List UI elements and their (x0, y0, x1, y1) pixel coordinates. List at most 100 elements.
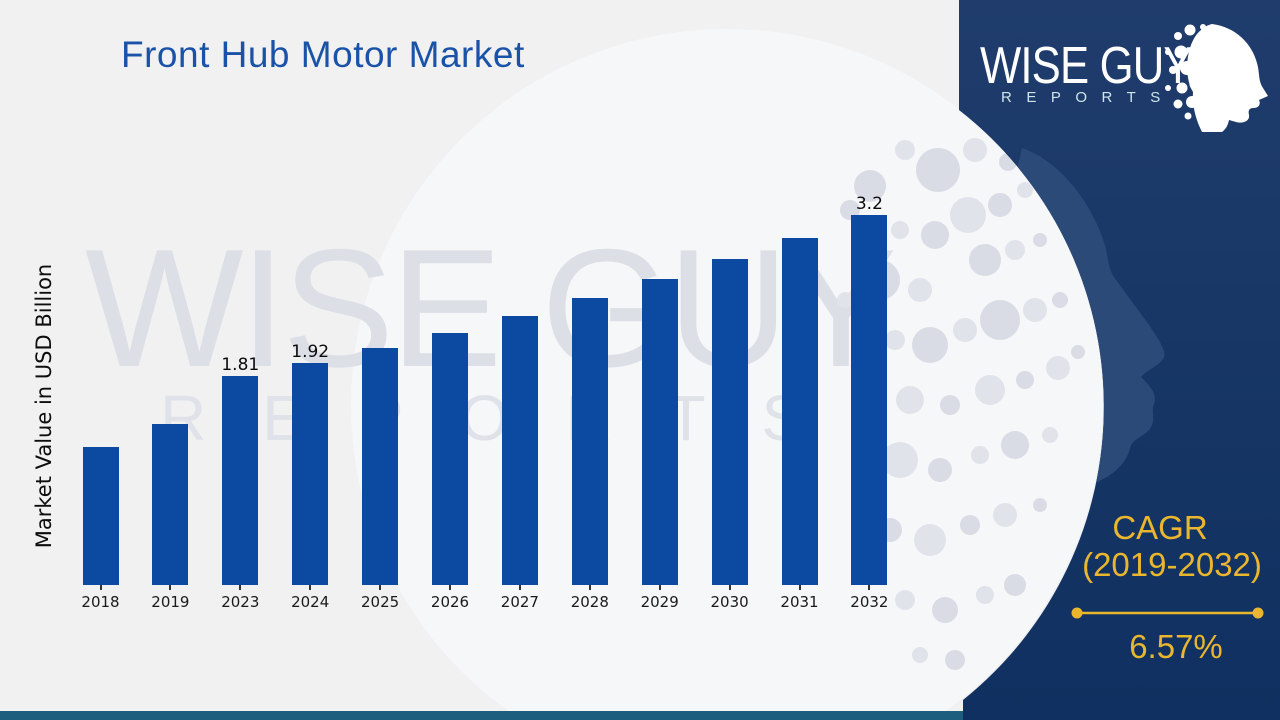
watermark-dot (882, 442, 918, 478)
watermark-dot (1033, 498, 1047, 512)
face-profile-icon (983, 148, 1165, 537)
brand-wordmark: WISE GUY (980, 37, 1193, 95)
x-axis-tick (449, 585, 451, 590)
logo-head-dot (1165, 49, 1171, 55)
logo-head-dot (1180, 61, 1194, 75)
watermark-dot (932, 597, 958, 623)
logo-head-dot (1184, 24, 1196, 36)
logo-head-dot (1209, 105, 1215, 111)
logo-head-dot (1165, 85, 1171, 91)
logo-head-dot (1201, 94, 1209, 102)
watermark-wordmark: WISE GUY (85, 214, 894, 402)
bar-2028 (571, 298, 608, 585)
x-axis-tick (379, 585, 382, 590)
bar-2026 (432, 332, 468, 585)
x-tick-label-2031: 2031 (780, 593, 819, 611)
watermark-dot (1004, 574, 1026, 596)
x-tick-label-2019: 2019 (151, 593, 190, 611)
watermark-dot (837, 292, 853, 308)
x-axis-tick (728, 585, 731, 590)
watermark-dot (1046, 356, 1070, 380)
watermark-dot (950, 197, 986, 233)
logo-head-dot (1169, 66, 1177, 74)
watermark-dot (1005, 240, 1025, 260)
bar-2027 (501, 315, 538, 585)
watermark-dot (953, 318, 977, 342)
bar-2018 (82, 447, 119, 585)
watermark-subtext: REPORTS (160, 382, 860, 454)
cagr-range: (2019-2032) (1082, 546, 1262, 583)
bar-2030 (711, 258, 748, 585)
watermark-dot (878, 518, 902, 542)
logo-head-dot (1173, 99, 1183, 109)
x-axis-tick (309, 585, 312, 590)
x-axis-tick (588, 585, 591, 590)
bottom-accent-strip (0, 711, 1280, 720)
bar-value-label-2032: 3.2 (855, 194, 883, 214)
watermark-dot (993, 503, 1017, 527)
brand-subtext: REPORTS (1001, 89, 1175, 106)
x-axis-tick (518, 585, 521, 590)
watermark-dot (912, 327, 948, 363)
logo-head-dot (1200, 24, 1206, 30)
watermark-dots-pattern (837, 138, 1085, 670)
watermark-dot (891, 221, 909, 239)
watermark-dot (1042, 427, 1058, 443)
watermark-dot (1017, 182, 1033, 198)
watermark-dot (1071, 345, 1085, 359)
watermark-dot (1052, 292, 1068, 308)
bar-2024 (292, 363, 329, 585)
watermark-dot (945, 650, 965, 670)
cagr-label: CAGR (1112, 509, 1208, 546)
watermark-dot (1016, 371, 1034, 389)
watermark-dot (928, 458, 952, 482)
cagr-divider (1071, 607, 1264, 619)
logo-head-dot (1204, 76, 1212, 84)
bar-value-label-2024: 1.92 (291, 342, 330, 362)
bar-2023 (222, 375, 259, 585)
x-tick-label-2028: 2028 (570, 593, 609, 611)
watermark-dot (980, 300, 1020, 340)
watermark-dot (854, 170, 886, 202)
x-tick-label-2018: 2018 (81, 593, 120, 611)
x-tick-label-2030: 2030 (710, 593, 749, 611)
logo-head-dot (1197, 59, 1207, 69)
watermark-dot (988, 193, 1012, 217)
watermark-dot (860, 260, 900, 300)
bar-2031 (781, 238, 818, 585)
watermark-dot (840, 200, 860, 220)
logo-head-dot (1174, 45, 1188, 59)
background-circle (351, 29, 1103, 720)
watermark-dot (921, 221, 949, 249)
watermark-dot (969, 244, 1001, 276)
x-tick-label-2026: 2026 (430, 593, 470, 611)
x-tick-label-2029: 2029 (640, 593, 679, 611)
watermark-dot (885, 330, 905, 350)
x-axis-tick (868, 585, 871, 590)
watermark-dot (895, 590, 915, 610)
logo-head-dot (1176, 82, 1188, 94)
bar-value-label-2023: 1.81 (221, 354, 260, 375)
logo-head-dot (1195, 107, 1205, 117)
watermark-dot (1033, 233, 1047, 247)
watermark-dot (1001, 431, 1029, 459)
bar-2019 (152, 424, 189, 585)
watermark-dot (960, 515, 980, 535)
watermark-dot (916, 148, 960, 192)
x-tick-label-2027: 2027 (500, 593, 539, 611)
watermark-dot (940, 395, 960, 415)
watermark-dot (908, 278, 932, 302)
watermark-dot (895, 140, 915, 160)
bar-2032 (851, 215, 888, 585)
watermark-dot (963, 138, 987, 162)
cagr-value: 6.57% (1129, 628, 1223, 665)
logo-head-dots-icon (1165, 24, 1215, 120)
navy-side-panel (959, 0, 1280, 720)
x-tick-label-2024: 2024 (291, 593, 330, 611)
watermark-dot (1023, 298, 1047, 322)
x-axis-tick (169, 585, 172, 590)
